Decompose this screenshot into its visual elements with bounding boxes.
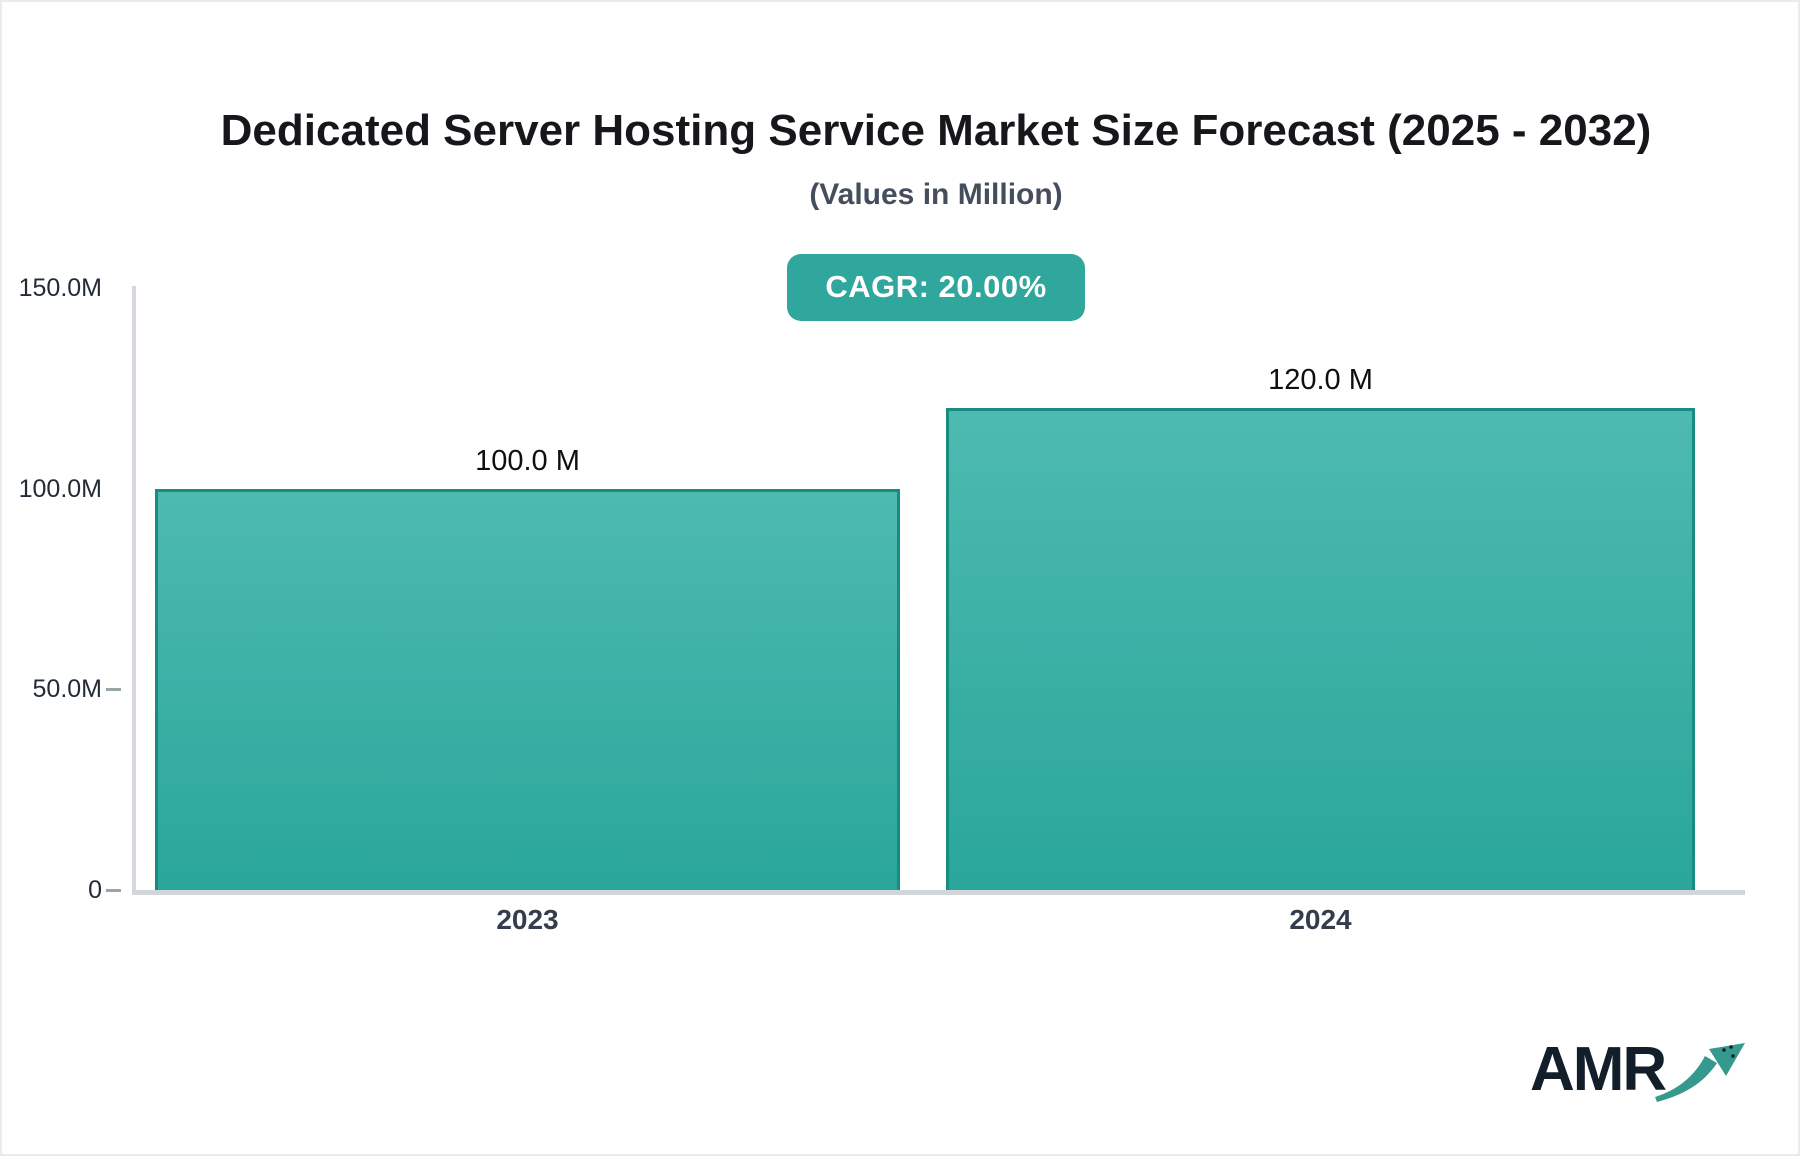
y-tick-label-0: 0 — [88, 876, 102, 904]
y-tick-mark-0 — [106, 889, 121, 892]
bar-value-label-2024: 120.0 M — [1268, 364, 1373, 397]
bar-2024 — [946, 408, 1695, 890]
amr-logo: AMR — [1530, 1030, 1749, 1108]
y-axis-line — [132, 286, 136, 893]
x-axis-line — [132, 890, 1745, 895]
chart-title: Dedicated Server Hosting Service Market … — [220, 106, 1652, 155]
y-tick-mark-50 — [106, 688, 121, 692]
cagr-badge-row: CAGR: 20.00% — [74, 254, 1798, 321]
amr-logo-text: AMR — [1530, 1034, 1667, 1104]
chart-subtitle: (Values in Million) — [809, 178, 1063, 211]
x-axis-label-2023: 2023 — [496, 904, 559, 935]
growth-arrow-icon — [1655, 1043, 1746, 1102]
x-axis-label-2024: 2024 — [1289, 904, 1352, 935]
plot-area: 100.0 M 120.0 M — [136, 288, 1743, 890]
y-tick-label-100: 100.0M — [18, 474, 102, 503]
chart-header: Dedicated Server Hosting Service Market … — [74, 106, 1798, 212]
y-tick-label-150: 150.0M — [18, 274, 102, 302]
bar-value-label-2023: 100.0 M — [475, 444, 580, 477]
bar-2023 — [155, 489, 900, 890]
cagr-badge: CAGR: 20.00% — [787, 254, 1085, 321]
y-tick-label-50: 50.0M — [32, 675, 102, 704]
